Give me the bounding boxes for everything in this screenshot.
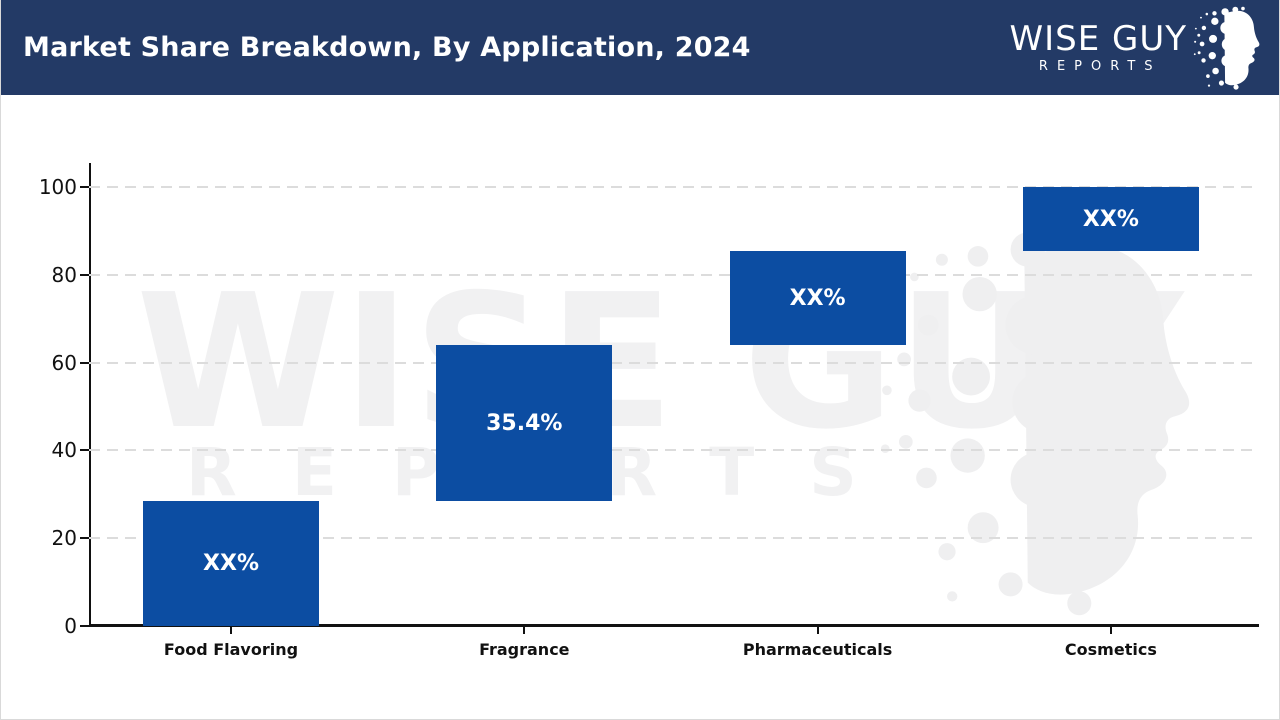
gridline [89, 449, 1257, 452]
y-tick-label: 60 [51, 350, 77, 375]
x-category-label: Fragrance [479, 640, 570, 659]
y-tick [80, 361, 89, 364]
bar-value-label: XX% [203, 550, 259, 576]
bar-pharmaceuticals: XX% [729, 251, 906, 346]
x-tick [230, 627, 232, 634]
bar-value-label: XX% [789, 285, 846, 311]
x-tick [1109, 627, 1112, 634]
bar-cosmetics: XX% [1022, 187, 1199, 252]
gridline [89, 186, 1257, 188]
gridline [89, 361, 1257, 364]
y-tick-label: 20 [51, 526, 77, 551]
y-tick [80, 186, 89, 188]
y-tick [80, 449, 89, 452]
waterfall-chart: 0 20 40 60 80 100 XX% Food Flavoring 35.4% Fragra… [1, 95, 1279, 719]
gridline [89, 537, 1257, 540]
x-tick [523, 627, 526, 634]
x-category-label: Food Flavoring [163, 640, 299, 659]
y-tick-label: 0 [64, 614, 77, 638]
y-tick [80, 273, 89, 276]
y-axis-spine [89, 163, 91, 626]
x-axis-spine [89, 624, 1259, 627]
gridline [89, 273, 1257, 276]
wise-guy-reports-logo: WISE GUY REPORTS [1009, 6, 1267, 90]
dotted-head-logo-icon [1193, 6, 1260, 90]
bar-food-flavoring: XX% [143, 500, 319, 626]
y-tick-label: 80 [51, 262, 77, 287]
y-tick-label: 100 [38, 175, 77, 199]
x-tick [816, 627, 819, 634]
logo-text: WISE GUY REPORTS [1009, 22, 1187, 73]
chart-title: Market Share Breakdown, By Application, … [23, 32, 751, 63]
x-category-label: Cosmetics [1064, 640, 1157, 659]
x-category-label: Pharmaceuticals [742, 640, 893, 659]
y-tick [80, 625, 89, 627]
logo-subtitle: REPORTS [1038, 59, 1162, 74]
bar-fragrance: 35.4% [436, 345, 613, 501]
header-bar: Market Share Breakdown, By Application, … [1, 0, 1279, 95]
bar-value-label: XX% [1082, 206, 1139, 232]
bar-value-label: 35.4% [486, 410, 563, 436]
y-tick [80, 537, 89, 540]
logo-wordmark: WISE GUY [1009, 19, 1187, 59]
y-tick-label: 40 [51, 438, 77, 463]
